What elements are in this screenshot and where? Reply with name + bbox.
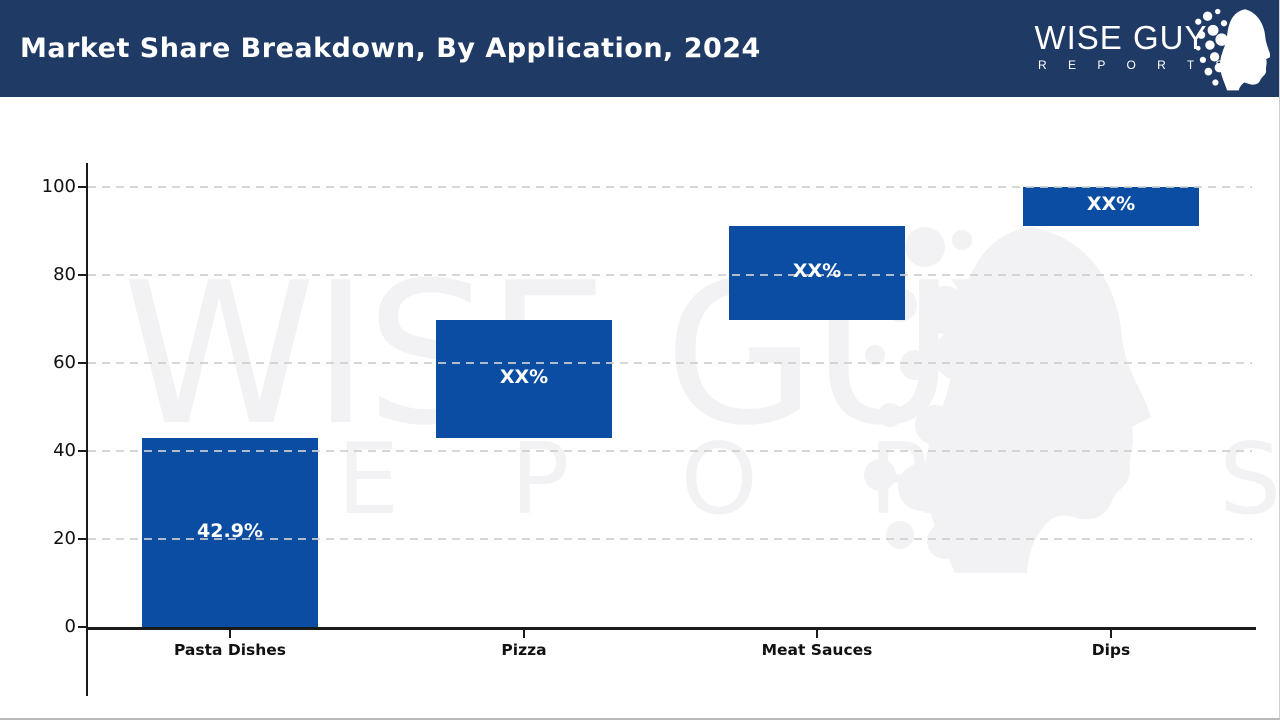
bar-meat-sauces: [729, 225, 905, 320]
page-title: Market Share Breakdown, By Application, …: [20, 33, 761, 64]
x-tick-meat-sauces: [816, 630, 818, 638]
chart-area: WISE GUY R E P O R T S 0 20 40 60 80 100 42.9%…: [0, 97, 1279, 718]
logo-wordmark: WISE GUY: [1034, 19, 1208, 56]
gridline-80: [88, 274, 1252, 276]
y-axis-spine: [86, 163, 88, 696]
x-label-pasta-dishes: Pasta Dishes: [173, 641, 287, 659]
x-label-meat-sauces: Meat Sauces: [761, 641, 873, 659]
bar-label-meat-sauces: XX%: [792, 259, 842, 282]
gridline-40: [88, 450, 1252, 452]
bar-pasta-dishes: [142, 438, 318, 627]
y-tick-40: [78, 450, 86, 452]
y-tick-60: [78, 362, 86, 364]
bar-pizza: [436, 319, 612, 439]
gridline-60: [88, 362, 1252, 364]
y-tick-100: [78, 186, 86, 188]
y-tick-label-20: 20: [53, 528, 76, 549]
logo-subtext: R E P O R T S: [1038, 58, 1233, 72]
bar-label-pizza: XX%: [499, 366, 549, 389]
y-tick-label-40: 40: [53, 440, 76, 461]
y-tick-0: [78, 626, 86, 628]
bar-label-pasta-dishes: 42.9%: [197, 519, 263, 542]
y-tick-20: [78, 538, 86, 540]
logo-face-icon: [1195, 8, 1270, 91]
gridline-20: [88, 538, 1252, 540]
header-bar: Market Share Breakdown, By Application, …: [0, 0, 1279, 97]
bar-dips: [1023, 187, 1199, 226]
y-tick-label-0: 0: [64, 616, 76, 637]
bar-label-dips: XX%: [1086, 193, 1136, 216]
logo-text: WISE GUY R E P O R T S: [1032, 19, 1233, 74]
y-tick-label-80: 80: [53, 264, 76, 285]
y-tick-80: [78, 274, 86, 276]
x-axis-spine: [86, 627, 1256, 630]
gridline-100: [88, 186, 1252, 188]
watermark-face-icon: [864, 227, 1151, 573]
x-label-dips: Dips: [1091, 641, 1131, 659]
y-tick-label-100: 100: [41, 176, 76, 197]
x-label-pizza: Pizza: [501, 641, 547, 659]
x-tick-pasta-dishes: [229, 630, 231, 638]
x-tick-dips: [1110, 630, 1112, 638]
x-tick-pizza: [523, 630, 525, 638]
y-tick-label-60: 60: [53, 352, 76, 373]
wise-guy-logo: WISE GUY R E P O R T S: [1032, 4, 1270, 94]
